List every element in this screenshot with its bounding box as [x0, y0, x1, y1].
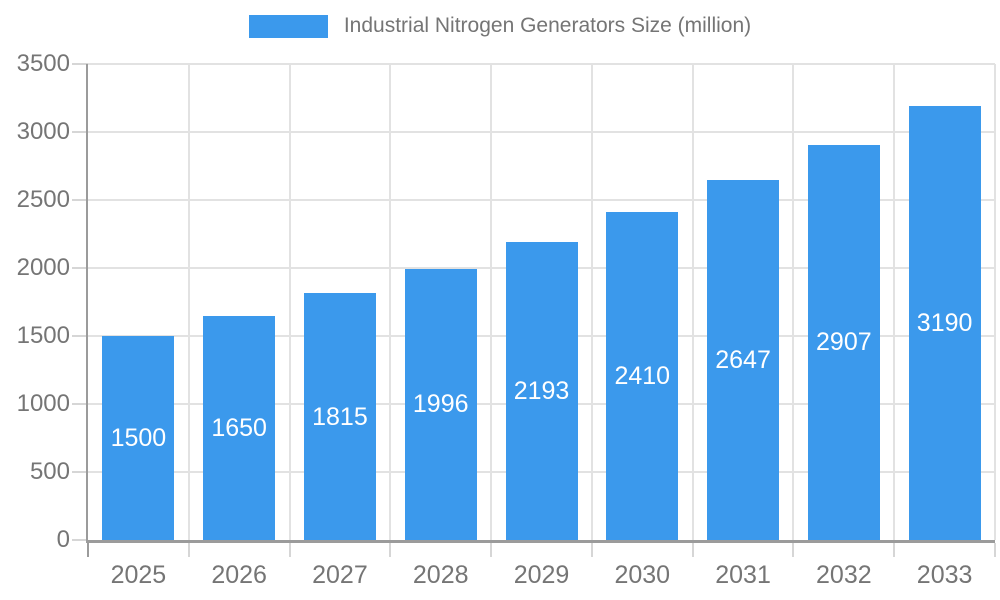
bar-value-label: 2193: [513, 376, 570, 405]
y-axis-label: 0: [56, 526, 70, 553]
bar-value-label: 1996: [412, 390, 469, 419]
legend-label: Industrial Nitrogen Generators Size (mil…: [343, 14, 752, 37]
x-axis-label: 2025: [110, 561, 167, 589]
x-axis-label: 2028: [412, 561, 469, 589]
y-axis-label: 500: [29, 458, 70, 485]
gridline-vertical: [691, 64, 694, 540]
gridline-vertical: [893, 64, 896, 540]
gridline-vertical: [590, 64, 593, 540]
gridline-horizontal: [88, 63, 995, 65]
gridline-horizontal: [88, 131, 995, 133]
y-axis-tick: [72, 539, 88, 541]
bar-2032[interactable]: [807, 144, 880, 540]
x-axis-label: 2031: [715, 561, 771, 589]
bar-2025[interactable]: [102, 336, 175, 540]
gridline-vertical: [994, 64, 996, 540]
x-axis-label: 2029: [513, 561, 570, 589]
legend-swatch-icon: [248, 14, 328, 38]
y-axis-label: 2000: [16, 254, 70, 281]
x-axis-label: 2027: [312, 561, 368, 589]
gridline-vertical: [792, 64, 795, 540]
y-axis-label: 1500: [16, 322, 70, 349]
y-axis-tick: [72, 63, 88, 65]
bar-value-label: 2647: [715, 346, 771, 374]
x-axis-tick: [288, 543, 291, 557]
x-axis-tick: [792, 543, 795, 557]
bar-2026[interactable]: [203, 315, 276, 540]
bar-value-label: 1650: [211, 413, 267, 442]
x-axis-label: 2032: [816, 561, 872, 589]
x-axis-label: 2033: [916, 561, 973, 589]
bar-value-label: 3190: [916, 309, 973, 338]
x-axis-label: 2030: [614, 561, 671, 589]
bar-value-label: 1500: [110, 424, 167, 452]
gridline-vertical: [288, 64, 291, 540]
y-axis-label: 1000: [16, 390, 70, 417]
x-axis-tick: [994, 543, 996, 557]
gridline-vertical: [490, 64, 493, 540]
y-axis-tick: [72, 471, 88, 473]
bar-2028[interactable]: [404, 268, 477, 540]
gridline-vertical: [389, 64, 392, 540]
bar-value-label: 1815: [312, 402, 368, 431]
gridline-horizontal: [88, 199, 995, 201]
x-axis-tick: [389, 543, 392, 557]
y-axis-tick: [72, 267, 88, 269]
y-axis-tick: [72, 403, 88, 405]
bar-value-label: 2907: [816, 328, 872, 357]
x-axis-tick: [87, 543, 89, 557]
x-axis-label: 2026: [211, 561, 267, 589]
x-axis-tick: [893, 543, 896, 557]
y-axis-tick: [72, 199, 88, 201]
y-axis-label: 3000: [16, 118, 70, 145]
legend: Industrial Nitrogen Generators Size (mil…: [0, 14, 1000, 38]
bar-value-label: 2410: [614, 362, 671, 391]
y-axis-label: 3500: [16, 50, 70, 77]
bar-2030[interactable]: [606, 212, 679, 540]
gridline-vertical: [187, 64, 190, 540]
legend-item[interactable]: Industrial Nitrogen Generators Size (mil…: [248, 14, 752, 38]
x-axis-line: [86, 540, 995, 543]
x-axis-tick: [590, 543, 593, 557]
y-axis-label: 2500: [16, 186, 70, 213]
bar-2029[interactable]: [505, 241, 578, 540]
x-axis-tick: [691, 543, 694, 557]
y-axis-tick: [72, 335, 88, 337]
bar-2031[interactable]: [707, 180, 780, 540]
y-axis-tick: [72, 131, 88, 133]
x-axis-tick: [490, 543, 493, 557]
y-axis-line: [86, 64, 88, 543]
x-axis-tick: [187, 543, 190, 557]
bar-2027[interactable]: [303, 293, 376, 540]
bar-2033[interactable]: [908, 106, 981, 540]
